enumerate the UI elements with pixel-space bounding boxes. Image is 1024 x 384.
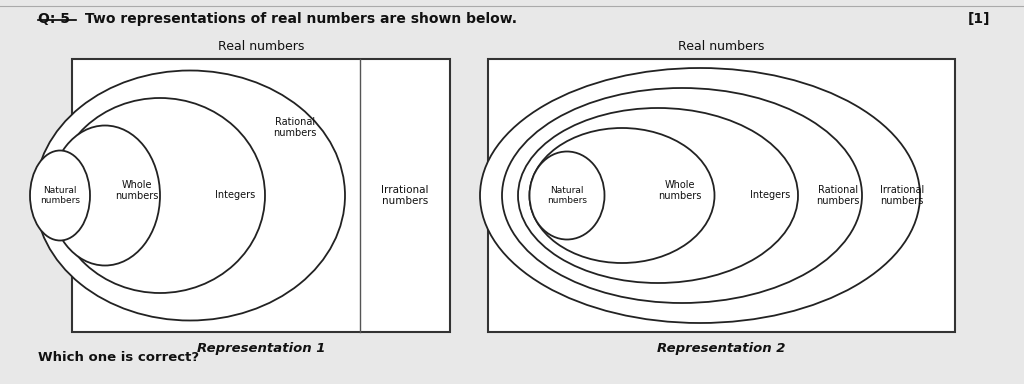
Ellipse shape — [502, 88, 862, 303]
Ellipse shape — [50, 126, 160, 265]
Text: Which one is correct?: Which one is correct? — [38, 351, 199, 364]
Text: Integers: Integers — [750, 190, 791, 200]
Text: Natural
numbers: Natural numbers — [40, 186, 80, 205]
Text: [1]: [1] — [968, 12, 990, 26]
Text: Representation 1: Representation 1 — [197, 342, 326, 355]
Text: Real numbers: Real numbers — [218, 40, 304, 53]
Bar — [488, 59, 955, 332]
Text: Two representations of real numbers are shown below.: Two representations of real numbers are … — [80, 12, 517, 26]
Text: Whole
numbers: Whole numbers — [658, 180, 701, 201]
Text: Rational
numbers: Rational numbers — [816, 185, 860, 206]
Ellipse shape — [55, 98, 265, 293]
Ellipse shape — [529, 152, 604, 240]
Text: Integers: Integers — [215, 190, 255, 200]
Ellipse shape — [518, 108, 798, 283]
Text: Natural
numbers: Natural numbers — [547, 186, 587, 205]
Text: Rational
numbers: Rational numbers — [273, 117, 316, 138]
Text: Q: 5: Q: 5 — [38, 12, 70, 26]
Ellipse shape — [480, 68, 920, 323]
Bar — [72, 59, 450, 332]
Text: Irrational
numbers: Irrational numbers — [381, 185, 429, 206]
Text: Irrational
numbers: Irrational numbers — [880, 185, 924, 206]
Text: Representation 2: Representation 2 — [657, 342, 785, 355]
Ellipse shape — [35, 71, 345, 321]
Text: Real numbers: Real numbers — [678, 40, 765, 53]
Text: Whole
numbers: Whole numbers — [116, 180, 159, 201]
Ellipse shape — [529, 128, 715, 263]
Ellipse shape — [30, 151, 90, 240]
